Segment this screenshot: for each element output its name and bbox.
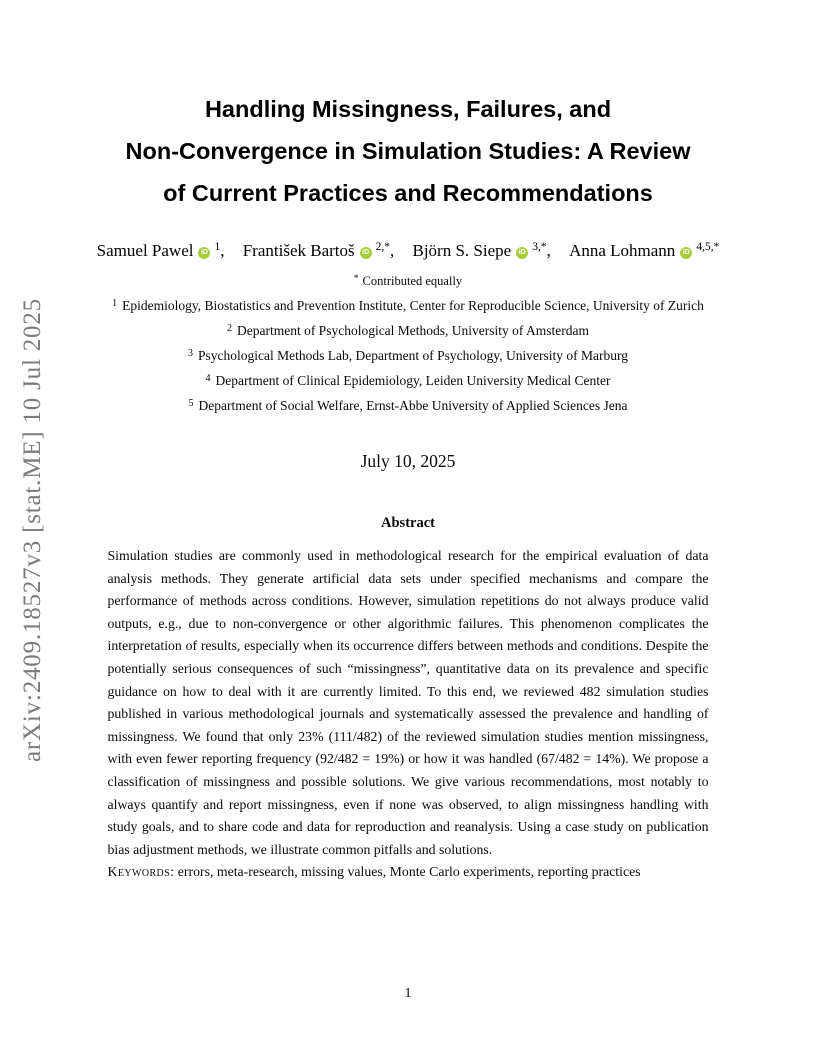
author-separator: , (220, 241, 225, 260)
keywords-label: Keywords: (107, 864, 175, 880)
orcid-icon[interactable]: iD (359, 247, 372, 259)
author-affil-sup: 2,* (375, 241, 390, 253)
affiliation-number: 4 (205, 373, 211, 384)
author-separator: , (546, 241, 551, 260)
footnote-marker: * (353, 274, 359, 284)
paper-title-line: Non-Convergence in Simulation Studies: A… (125, 138, 691, 164)
keywords-line: Keywords: errors, meta-research, missing… (108, 861, 709, 884)
author-separator: , (390, 241, 395, 260)
author-line: Samuel Pawel iD 1, František Bartoš iD 2,*, … (0, 241, 816, 261)
affiliation-number: 3 (187, 348, 193, 359)
contributed-equally-text: Contributed equally (362, 274, 463, 288)
affiliation-number: 2 (226, 323, 232, 334)
contributed-equally-note: * Contributed equally (0, 274, 816, 289)
author: Samuel Pawel iD 1, (97, 241, 225, 260)
affiliation-text: Epidemiology, Biostatistics and Preventi… (122, 298, 704, 313)
author-name: František Bartoš (242, 241, 355, 260)
affiliation: 5 Department of Social Welfare, Ernst-Abb… (0, 394, 816, 419)
author: František Bartoš iD 2,*, (243, 241, 395, 260)
affiliation: 4 Department of Clinical Epidemiology, Le… (0, 369, 816, 394)
abstract-heading: Abstract (381, 515, 435, 531)
author-affil-sup: 4,5,* (696, 241, 720, 253)
author: Anna Lohmann iD 4,5,* (569, 241, 719, 260)
keywords-text: errors, meta-research, missing values, M… (174, 864, 641, 880)
orcid-icon[interactable]: iD (516, 247, 529, 259)
orcid-icon[interactable]: iD (198, 247, 211, 259)
affiliation-number: 5 (188, 398, 194, 409)
affiliation-text: Psychological Methods Lab, Department of… (197, 348, 629, 363)
paper-title-line: of Current Practices and Recommendations (163, 180, 653, 206)
affiliation-number: 1 (112, 298, 118, 309)
author: Björn S. Siepe iD 3,*, (413, 241, 551, 260)
page-number: 1 (404, 986, 412, 1001)
arxiv-watermark: arXiv:2409.18527v3 [stat.ME] 10 Jul 2025 (19, 298, 46, 762)
author-name: Björn S. Siepe (412, 241, 512, 260)
affiliation: 1 Epidemiology, Biostatistics and Prevent… (0, 294, 816, 319)
author-affil-sup: 3,* (532, 241, 547, 253)
affiliation-text: Department of Social Welfare, Ernst-Abbe… (198, 398, 628, 413)
affiliation: 2 Department of Psychological Methods, Un… (0, 319, 816, 344)
author-affil-sup: 1 (214, 241, 221, 253)
orcid-icon[interactable]: iD (680, 247, 693, 259)
affiliation: 3 Psychological Methods Lab, Department o… (0, 344, 816, 369)
affiliation-text: Department of Clinical Epidemiology, Lei… (215, 373, 611, 388)
paper-title-line: Handling Missingness, Failures, and (204, 96, 612, 122)
affiliation-list: 1 Epidemiology, Biostatistics and Prevent… (0, 294, 816, 419)
affiliation-text: Department of Psychological Methods, Uni… (236, 323, 590, 338)
author-name: Anna Lohmann (569, 241, 676, 260)
paper-title: Handling Missingness, Failures, and Non-… (0, 0, 816, 214)
publication-date: July 10, 2025 (360, 451, 456, 471)
author-name: Samuel Pawel (96, 241, 194, 260)
abstract-text: Simulation studies are commonly used in … (107, 548, 709, 857)
